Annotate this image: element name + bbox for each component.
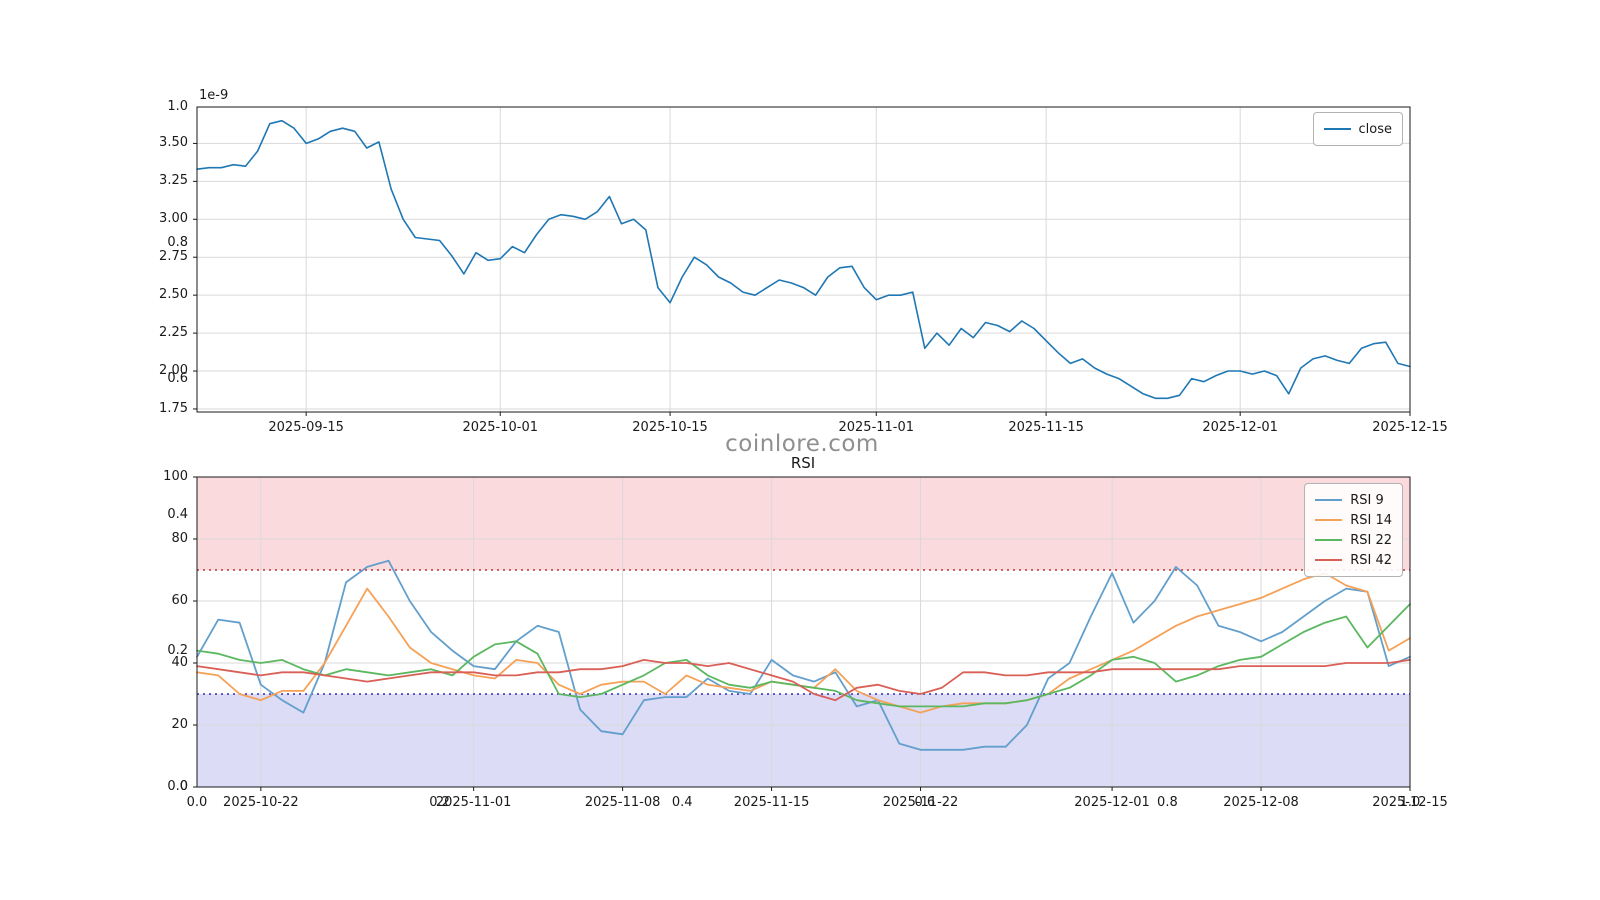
x-tick-label: 2025-11-01 — [838, 420, 915, 435]
x-tick-label: 2025-11-15 — [733, 795, 810, 810]
y-tick-label: 3.50 — [159, 135, 188, 151]
rsi-22-line-swatch — [1315, 539, 1343, 541]
rsi-chart-title: RSI — [790, 454, 816, 472]
rsi-22-line — [196, 603, 1411, 708]
stray-x-label: 0.2 — [429, 795, 450, 810]
overbought-band — [197, 477, 1410, 570]
y-tick-label: 60 — [171, 593, 188, 608]
price-svg-frame — [196, 106, 1411, 413]
price-legend: close — [1312, 112, 1403, 146]
watermark: coinlore.com — [725, 431, 879, 457]
close-legend-label: close — [1358, 121, 1392, 137]
stray-y-label: 0.8 — [167, 235, 188, 250]
oversold-band — [197, 694, 1410, 787]
rsi-plot-area — [193, 476, 1411, 791]
rsi-legend: RSI 9 RSI 14 RSI 22 RSI 42 — [1304, 483, 1403, 577]
y-tick-label: 2.00 — [159, 363, 188, 379]
close-line-swatch — [1323, 128, 1351, 130]
rsi-9-line — [196, 559, 1411, 751]
y-tick-label: 80 — [171, 531, 188, 546]
legend-item-close: close — [1323, 119, 1392, 139]
x-tick-label: 2025-12-08 — [1223, 795, 1299, 810]
legend-item-rsi-42: RSI 42 — [1315, 550, 1392, 570]
y-tick-label: 2.25 — [159, 325, 188, 341]
y-tick-label: 100 — [163, 469, 188, 484]
stray-x-label: 0.6 — [914, 795, 936, 810]
x-tick-label: 2025-12-15 — [1372, 795, 1448, 810]
rsi-14-line-swatch — [1315, 519, 1343, 521]
stray-y-label: 0.6 — [167, 371, 188, 386]
y-tick-label: 3.25 — [159, 173, 188, 189]
x-tick-label: 2025-09-15 — [268, 420, 344, 435]
x-tick-label: 2025-10-22 — [223, 795, 299, 810]
y-tick-label: 0 — [179, 779, 188, 794]
x-tick-label: 2025-12-01 — [1202, 420, 1278, 435]
price-plot-area — [193, 106, 1411, 416]
rsi-14-line — [196, 572, 1411, 714]
x-tick-label: 2025-12-01 — [1074, 795, 1150, 810]
stray-x-label: 0.8 — [1157, 795, 1178, 810]
stray-x-label: 1.0 — [1399, 795, 1421, 810]
y-tick-label: 2.75 — [159, 249, 188, 265]
x-tick-label: 2025-11-22 — [882, 795, 959, 810]
rsi-9-legend-label: RSI 9 — [1350, 492, 1384, 508]
stray-x-label: 0.4 — [671, 795, 693, 810]
rsi-42-line-swatch — [1315, 559, 1343, 561]
rsi-9-line-swatch — [1315, 499, 1343, 501]
rsi-22-legend-label: RSI 22 — [1350, 532, 1392, 548]
y-axis-offset-label: 1e-9 — [199, 88, 229, 103]
stray-x-label: 0.0 — [186, 795, 208, 810]
y-tick-label: 2.50 — [159, 287, 188, 303]
legend-item-rsi-14: RSI 14 — [1315, 510, 1392, 530]
legend-item-rsi-22: RSI 22 — [1315, 530, 1392, 550]
rsi-14-legend-label: RSI 14 — [1350, 512, 1392, 528]
stray-y-label: 0.0 — [167, 779, 188, 794]
x-tick-label: 2025-11-01 — [435, 795, 512, 810]
rsi-svg-frame — [196, 476, 1411, 788]
stray-y-label: 1.0 — [167, 99, 188, 114]
y-tick-label: 20 — [171, 717, 188, 732]
y-tick-label: 1.75 — [159, 400, 188, 416]
x-tick-label: 2025-11-08 — [584, 795, 661, 810]
legend-item-rsi-9: RSI 9 — [1315, 490, 1392, 510]
y-tick-label: 3.00 — [159, 211, 188, 227]
close-line — [196, 119, 1411, 400]
x-tick-label: 2025-10-01 — [462, 420, 539, 435]
stray-y-label: 0.2 — [167, 643, 188, 658]
y-tick-label: 40 — [171, 655, 188, 670]
x-tick-label: 2025-10-15 — [632, 420, 708, 435]
x-tick-label: 2025-12-15 — [1372, 420, 1448, 435]
stray-y-label: 0.4 — [167, 507, 188, 522]
rsi-42-legend-label: RSI 42 — [1350, 552, 1392, 568]
rsi-42-line — [196, 658, 1411, 702]
x-tick-label: 2025-11-15 — [1008, 420, 1084, 435]
